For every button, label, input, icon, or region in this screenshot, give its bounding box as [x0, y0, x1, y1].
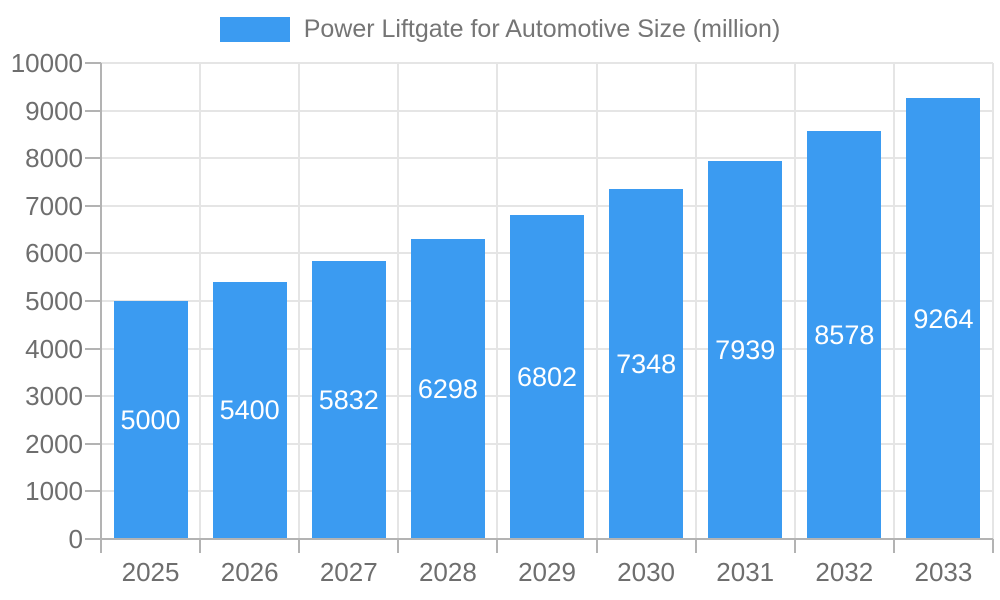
y-tick — [85, 395, 101, 398]
y-gridline — [101, 157, 993, 160]
x-axis-label: 2032 — [815, 557, 874, 587]
x-axis-label: 2027 — [319, 557, 378, 587]
plot-area: 0 1000 2000 3000 4000 5000 6000 7000 8000 9000 100… — [11, 48, 994, 587]
y-tick — [85, 204, 101, 207]
x-gridline — [793, 63, 796, 539]
y-gridline — [101, 62, 993, 64]
x-gridline — [199, 63, 202, 539]
bar-2028: 6298 — [410, 239, 485, 539]
x-gridline — [595, 63, 598, 539]
legend-item[interactable]: Power Liftgate for Automotive Size (mill… — [0, 13, 1000, 45]
y-axis-line — [100, 63, 102, 553]
bar-2031: 7939 — [708, 161, 783, 539]
x-tick — [199, 539, 202, 553]
x-axis-label: 2031 — [716, 557, 775, 587]
x-gridline — [397, 63, 400, 539]
bar-value-label: 5400 — [219, 395, 280, 426]
y-tick — [85, 538, 101, 540]
x-gridline — [496, 63, 499, 539]
x-axis-label: 2030 — [617, 557, 676, 587]
bar-value-label: 7348 — [616, 349, 677, 380]
y-axis-label: 5000 — [25, 286, 83, 316]
x-tick — [298, 539, 301, 553]
y-tick — [85, 300, 101, 302]
y-axis-label: 9000 — [25, 95, 83, 126]
x-tick — [992, 539, 994, 553]
y-axis-label: 10000 — [10, 48, 83, 78]
y-axis-label: 4000 — [25, 333, 83, 364]
y-gridline — [101, 204, 993, 207]
bar-value-label: 6298 — [417, 374, 478, 405]
legend-swatch — [219, 16, 290, 42]
legend-label: Power Liftgate for Automotive Size (mill… — [303, 14, 781, 43]
y-gridline — [101, 109, 993, 112]
x-axis-label: 2028 — [418, 557, 477, 587]
y-axis-label: 3000 — [25, 381, 83, 412]
x-axis-label: 2033 — [914, 557, 973, 587]
y-tick — [85, 157, 101, 160]
x-gridline — [694, 63, 697, 539]
bar-value-label: 7939 — [715, 335, 776, 366]
x-axis-line — [101, 538, 993, 540]
bar-2027: 5832 — [311, 261, 386, 539]
bar-2032: 8578 — [807, 130, 882, 539]
x-tick — [892, 539, 895, 553]
y-tick — [85, 252, 101, 255]
x-tick — [496, 539, 499, 553]
y-tick — [85, 347, 101, 350]
y-tick — [85, 442, 101, 445]
y-tick — [85, 62, 101, 64]
bar-value-label: 8578 — [814, 319, 875, 350]
x-tick — [595, 539, 598, 553]
y-axis-label: 2000 — [25, 428, 83, 459]
y-tick — [85, 490, 101, 493]
x-tick — [397, 539, 400, 553]
y-axis-label: 7000 — [25, 190, 83, 221]
bar-2025: 5000 — [113, 301, 188, 539]
bar-value-label: 6802 — [516, 362, 578, 393]
bar-value-label: 5000 — [120, 405, 181, 435]
y-axis-label: 1000 — [25, 476, 83, 507]
bar-value-label: 9264 — [913, 303, 974, 334]
bar-2026: 5400 — [212, 281, 287, 539]
y-axis-label: 6000 — [25, 238, 83, 269]
x-axis-label: 2025 — [121, 557, 180, 587]
x-axis-label: 2026 — [220, 557, 279, 587]
bar-2030: 7348 — [609, 189, 684, 539]
bar-2033: 9264 — [906, 98, 981, 539]
x-gridline — [298, 63, 301, 539]
y-tick — [85, 109, 101, 112]
x-gridline — [892, 63, 895, 539]
bar-2029: 6802 — [510, 215, 584, 539]
x-tick — [694, 539, 697, 553]
x-tick — [793, 539, 796, 553]
y-axis-label: 0 — [68, 524, 83, 554]
y-axis-label: 8000 — [25, 143, 83, 174]
x-gridline — [992, 63, 994, 539]
x-axis-label: 2029 — [518, 557, 576, 587]
bar-value-label: 5832 — [318, 385, 379, 416]
